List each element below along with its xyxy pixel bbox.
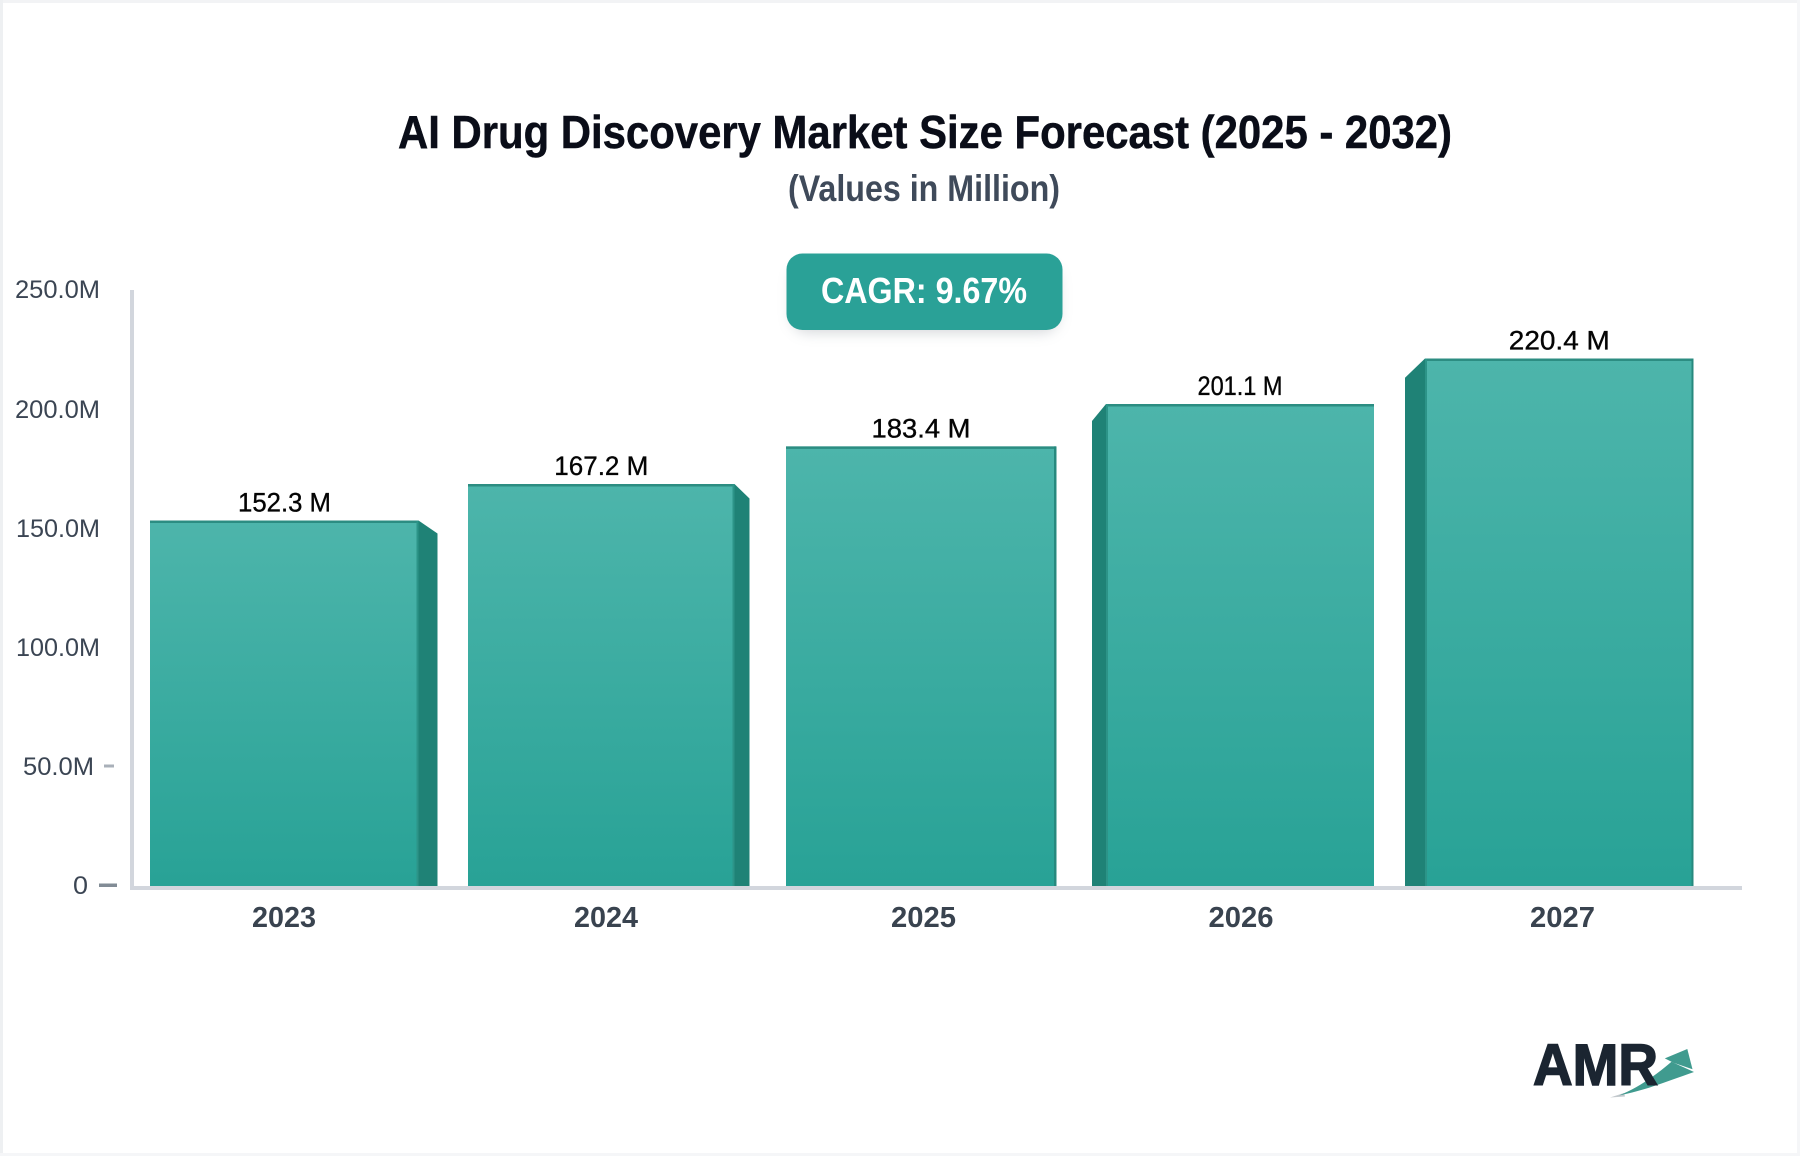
svg-text:2026: 2026 [1209, 902, 1274, 934]
svg-text:150.0M: 150.0M [16, 515, 100, 543]
svg-text:100.0M: 100.0M [16, 634, 100, 662]
svg-text:50.0M: 50.0M [23, 753, 94, 781]
svg-text:200.0M: 200.0M [15, 396, 100, 424]
svg-text:201.1 M: 201.1 M [1198, 371, 1283, 401]
svg-text:0: 0 [73, 872, 88, 900]
svg-text:(Values in Million): (Values in Million) [788, 168, 1060, 209]
svg-text:2024: 2024 [574, 902, 638, 934]
svg-text:250.0M: 250.0M [15, 276, 100, 304]
svg-text:220.4 M: 220.4 M [1509, 326, 1610, 356]
svg-text:152.3 M: 152.3 M [238, 488, 331, 518]
svg-text:167.2 M: 167.2 M [554, 451, 648, 481]
svg-text:2023: 2023 [252, 902, 316, 934]
svg-text:AMR: AMR [1533, 1033, 1658, 1098]
svg-text:CAGR: 9.67%: CAGR: 9.67% [821, 270, 1027, 311]
svg-text:2025: 2025 [891, 902, 956, 934]
svg-text:2027: 2027 [1530, 902, 1595, 934]
svg-text:AI Drug Discovery Market Size: AI Drug Discovery Market Size Forecast (… [398, 106, 1452, 158]
svg-text:183.4 M: 183.4 M [872, 414, 971, 444]
